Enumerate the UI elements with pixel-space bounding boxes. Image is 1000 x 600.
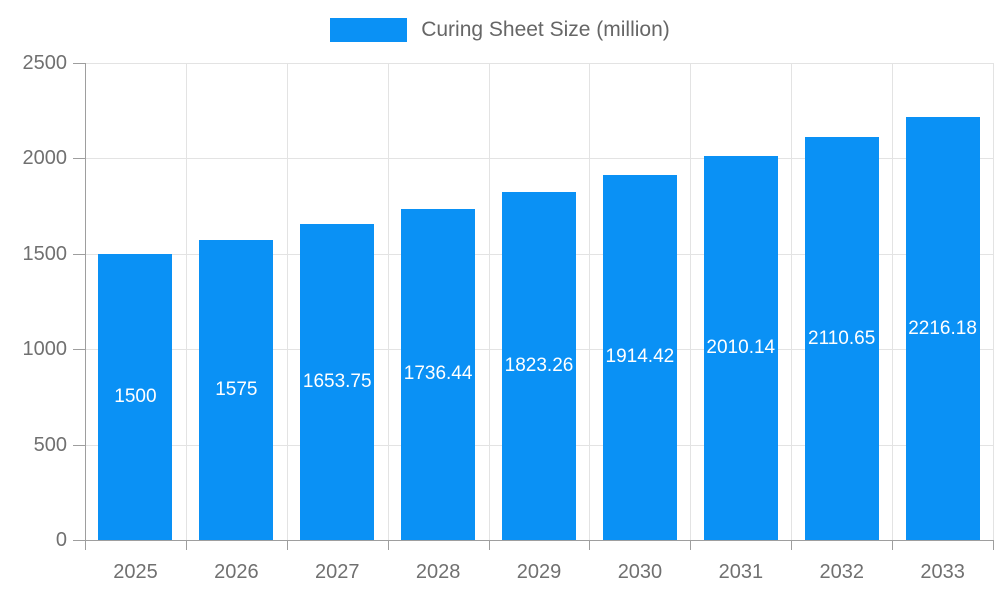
bar: 2110.65	[804, 137, 879, 540]
bar: 1736.44	[401, 208, 476, 540]
y-gridline	[85, 63, 993, 64]
bar: 2010.14	[703, 156, 778, 540]
x-axis-tick	[993, 540, 994, 550]
y-tick-label: 1000	[22, 338, 68, 361]
x-gridline	[892, 63, 894, 540]
y-axis-tick	[73, 444, 85, 446]
legend-color-swatch	[330, 18, 408, 42]
x-axis-tick	[589, 540, 591, 550]
x-tick-label: 2033	[920, 561, 965, 583]
x-gridline	[589, 63, 591, 540]
x-axis-tick	[185, 540, 187, 550]
x-tick-label: 2027	[315, 561, 360, 583]
x-gridline	[286, 63, 288, 540]
bar: 1823.26	[502, 192, 576, 540]
x-gridline	[387, 63, 389, 540]
x-axis-tick	[791, 540, 793, 550]
bar: 1500	[98, 253, 173, 540]
y-axis-line	[85, 63, 86, 540]
x-tick-label: 2028	[415, 561, 461, 583]
x-axis-tick	[690, 540, 692, 550]
bar: 1653.75	[300, 224, 375, 540]
x-gridline	[993, 63, 994, 540]
bar: 2216.18	[905, 117, 980, 540]
x-gridline	[488, 63, 490, 540]
x-axis-line	[85, 540, 993, 541]
plot-area: 1500 1575 1653.75 1736.44 1823.26 1914.42 2010…	[85, 63, 994, 540]
x-axis-tick	[387, 540, 389, 550]
y-axis-tick	[73, 63, 85, 64]
bar-value-label: 1575	[215, 378, 258, 400]
x-axis-tick	[85, 540, 86, 550]
bar-value-label: 1653.75	[302, 371, 372, 393]
bar-value-label: 2010.14	[706, 337, 776, 359]
x-axis-tick	[286, 540, 288, 550]
y-axis-tick	[73, 349, 85, 351]
x-axis-tick	[892, 540, 894, 550]
y-tick-label: 500	[33, 433, 67, 456]
x-tick-label: 2032	[819, 561, 864, 583]
legend-label: Curing Sheet Size (million)	[421, 18, 670, 41]
chart-legend[interactable]: Curing Sheet Size (million)	[0, 18, 1000, 42]
bar: 1575	[199, 239, 274, 540]
y-tick-label: 2000	[22, 147, 68, 170]
y-axis-tick	[73, 158, 85, 160]
y-gridline	[85, 158, 993, 160]
y-axis-tick	[73, 540, 85, 541]
y-tick-label: 1500	[22, 242, 68, 265]
x-tick-label: 2025	[113, 561, 158, 583]
y-tick-label: 2500	[22, 52, 68, 74]
bar-value-label: 2110.65	[808, 327, 876, 349]
bar-value-label: 1736.44	[403, 363, 473, 385]
x-gridline	[185, 63, 187, 540]
x-tick-label: 2029	[516, 561, 562, 583]
y-tick-label: 0	[55, 529, 67, 551]
bar-value-label: 2216.18	[908, 317, 977, 339]
x-gridline	[791, 63, 793, 540]
x-tick-label: 2030	[617, 561, 663, 583]
bar-value-label: 1823.26	[504, 355, 574, 377]
bar: 1914.42	[602, 174, 677, 540]
x-gridline	[690, 63, 692, 540]
x-tick-label: 2026	[214, 561, 259, 583]
x-axis-tick	[488, 540, 490, 550]
x-tick-label: 2031	[718, 561, 764, 583]
bar-value-label: 1914.42	[605, 346, 675, 368]
y-axis-tick	[73, 253, 85, 255]
bar-value-label: 1500	[114, 385, 157, 407]
